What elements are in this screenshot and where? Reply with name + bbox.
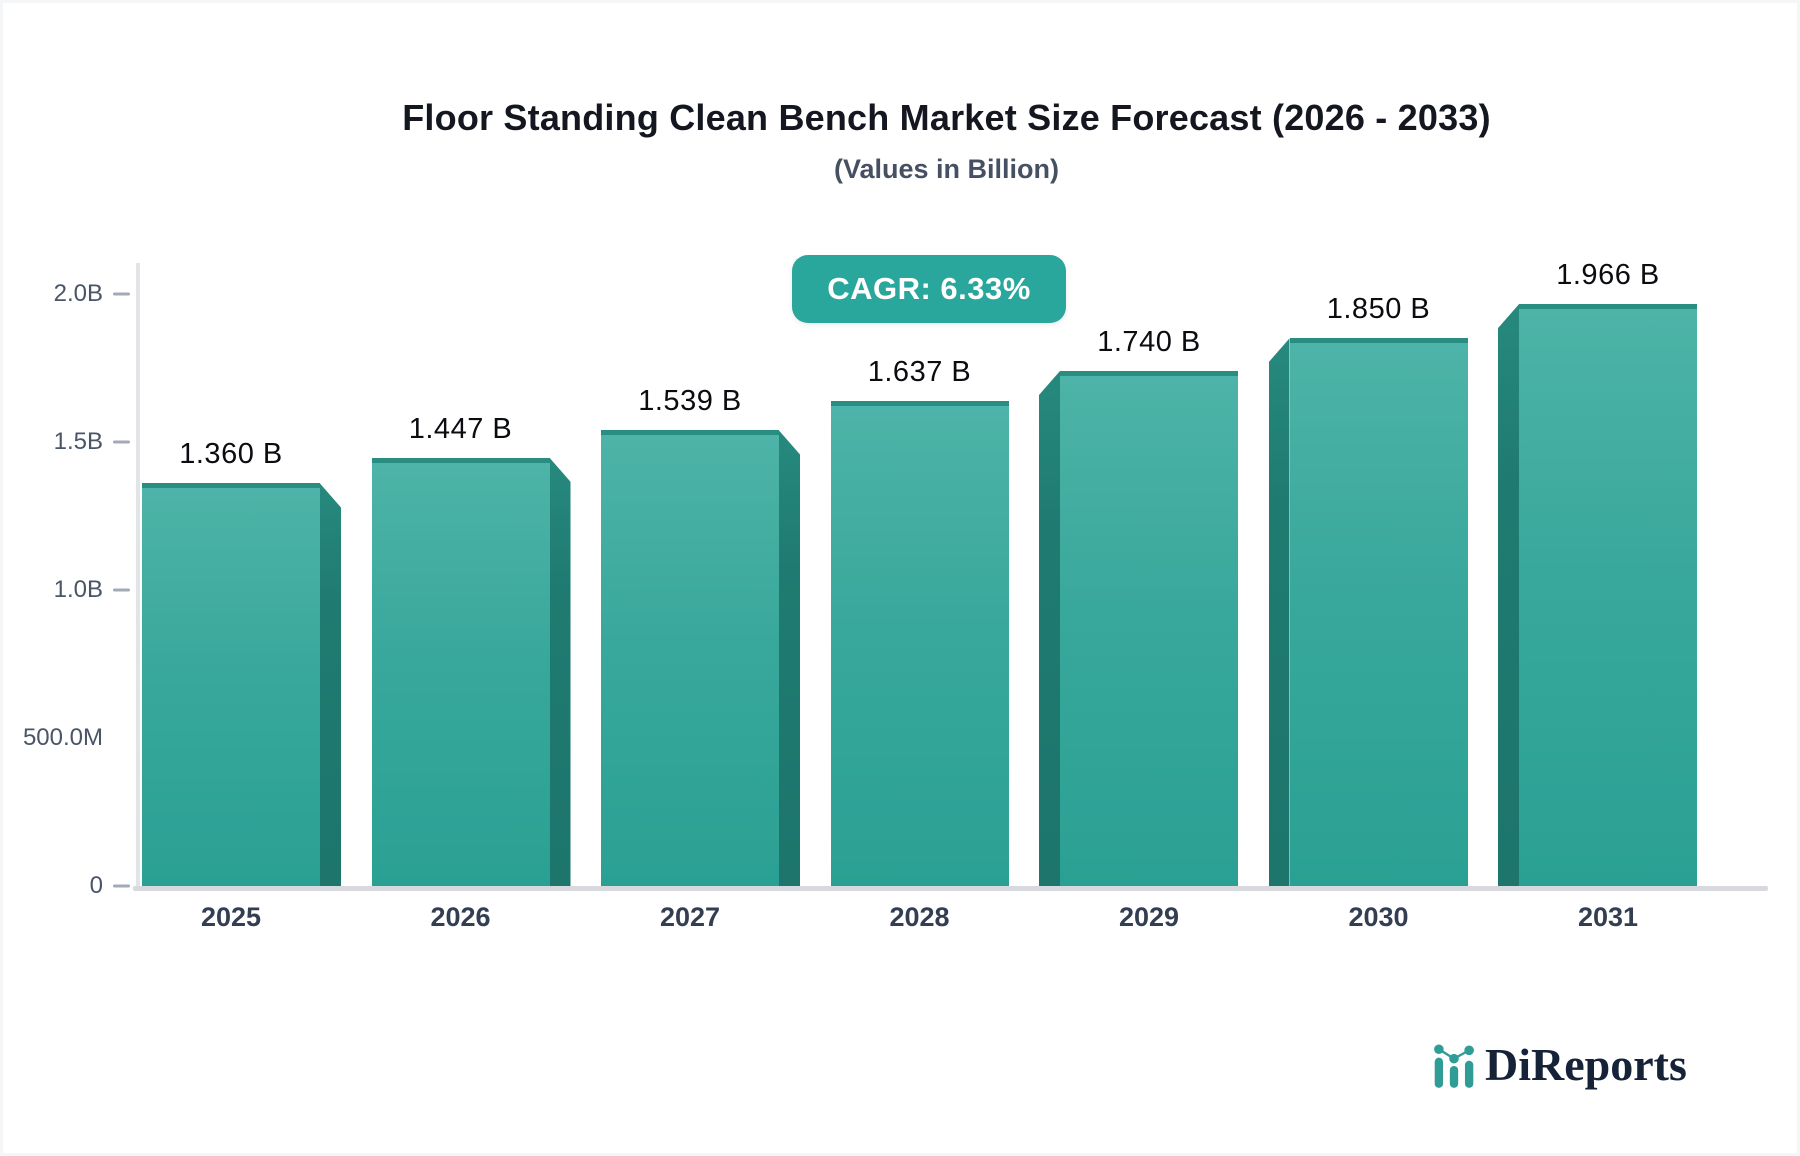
- y-axis-tick-mark: [113, 884, 130, 888]
- bar-side-face: [320, 483, 341, 886]
- bar-value-label: 1.637 B: [867, 356, 972, 389]
- cagr-badge-label: CAGR: 6.33%: [827, 271, 1031, 306]
- x-axis-category-label: 2026: [430, 902, 491, 932]
- y-axis-tick-label: 1.5B: [53, 428, 103, 455]
- bar-2025: [142, 483, 320, 886]
- bar-value-label: 1.447 B: [408, 412, 513, 445]
- cagr-badge: CAGR: 6.33%: [792, 255, 1066, 323]
- x-axis-category-label: 2028: [889, 902, 950, 932]
- bar-side-face: [1498, 304, 1519, 886]
- bar-chart-logo-icon: [1434, 1044, 1474, 1088]
- bar-value-label: 1.539 B: [638, 385, 742, 418]
- bar-2030: [1289, 338, 1468, 886]
- y-axis-tick-label: 0: [89, 872, 103, 899]
- bar-side-face: [1039, 370, 1060, 886]
- y-axis-tick-mark: [113, 440, 130, 444]
- brand-name: DiReports: [1485, 1039, 1687, 1090]
- brand-logo: DiReports: [1431, 1041, 1687, 1091]
- bar-chart: 2.0B 1.5B 1.0B 500.0M 0 1.360 B 2025 1.447 B 202…: [3, 3, 1797, 1153]
- bar-value-label: 1.740 B: [1097, 325, 1201, 358]
- chart-header: Floor Standing Clean Bench Market Size F…: [136, 97, 1757, 185]
- y-axis-tick-mark: [113, 588, 130, 592]
- bar-2026: [371, 457, 550, 886]
- y-axis-tick-label: 2.0B: [53, 280, 103, 307]
- bar-value-label: 1.360 B: [179, 438, 283, 471]
- x-axis-category-label: 2031: [1577, 902, 1639, 932]
- bar-2031: [1519, 304, 1697, 886]
- y-axis-tick-label: 1.0B: [53, 576, 103, 603]
- page-subtitle: (Values in Billion): [833, 154, 1060, 185]
- y-axis-tick-mark: [113, 292, 130, 296]
- bar-side-face: [779, 430, 800, 886]
- x-axis-category-label: 2027: [659, 902, 721, 932]
- bar-2029: [1060, 370, 1238, 886]
- bar-value-label: 1.966 B: [1556, 259, 1660, 292]
- bar-side-face: [1268, 338, 1290, 886]
- bar-2028: [830, 401, 1009, 886]
- x-axis-category-label: 2029: [1118, 902, 1180, 932]
- bar-2027: [601, 430, 779, 886]
- y-axis-tick-label: 500.0M: [22, 724, 103, 751]
- x-axis-category-label: 2030: [1348, 902, 1409, 932]
- bar-side-face: [549, 457, 571, 886]
- x-axis-line: [133, 886, 1768, 891]
- bar-value-label: 1.850 B: [1326, 293, 1431, 326]
- x-axis-category-label: 2025: [200, 902, 262, 932]
- page-title: Floor Standing Clean Bench Market Size F…: [402, 97, 1491, 138]
- y-axis-line: [136, 263, 140, 886]
